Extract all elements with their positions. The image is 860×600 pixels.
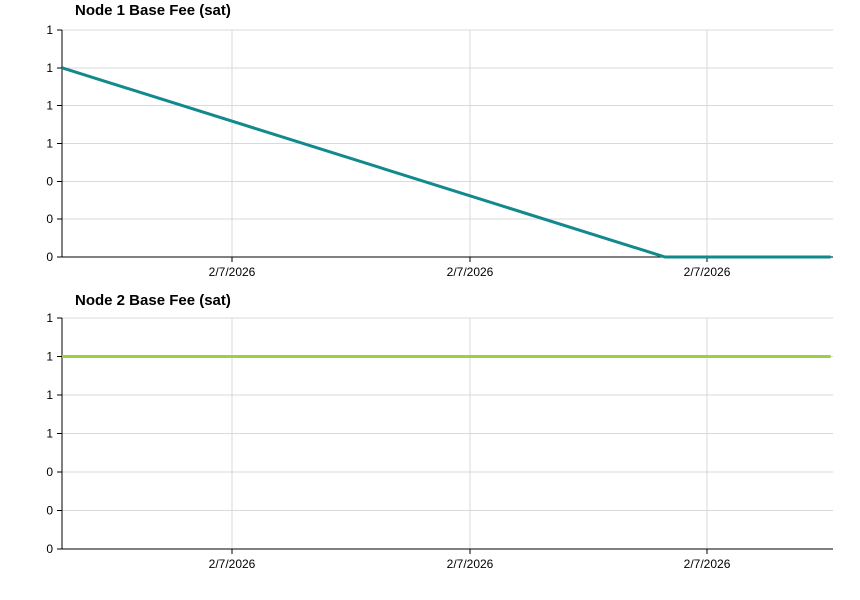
svg-text:1: 1 xyxy=(46,61,53,75)
node1-line-plot: 1 1 1 1 0 0 0 2/7/2026 2/7/2026 2/7/2026 xyxy=(46,23,833,279)
svg-text:0: 0 xyxy=(46,542,53,556)
svg-text:0: 0 xyxy=(46,504,53,518)
svg-text:1: 1 xyxy=(46,311,53,325)
chart-node2-base-fee: 1 1 1 1 0 0 0 2/7/2026 2/7/2026 2/7/2026 Node 2 B… xyxy=(0,288,860,600)
chart-node1-base-fee: 1 1 1 1 0 0 0 2/7/2026 2/7/2026 2/7/2026 Node 1 B… xyxy=(0,0,860,290)
svg-text:2/7/2026: 2/7/2026 xyxy=(447,557,494,571)
svg-text:1: 1 xyxy=(46,350,53,364)
node2-line-plot: 1 1 1 1 0 0 0 2/7/2026 2/7/2026 2/7/2026 xyxy=(46,311,833,571)
svg-text:2/7/2026: 2/7/2026 xyxy=(209,557,256,571)
svg-text:0: 0 xyxy=(46,174,53,188)
svg-text:1: 1 xyxy=(46,99,53,113)
svg-text:2/7/2026: 2/7/2026 xyxy=(684,557,731,571)
svg-text:1: 1 xyxy=(46,23,53,37)
svg-text:1: 1 xyxy=(46,137,53,151)
svg-text:0: 0 xyxy=(46,212,53,226)
chart-title-node1: Node 1 Base Fee (sat) xyxy=(75,2,231,19)
svg-text:2/7/2026: 2/7/2026 xyxy=(209,265,256,279)
svg-text:1: 1 xyxy=(46,427,53,441)
svg-text:2/7/2026: 2/7/2026 xyxy=(447,265,494,279)
svg-text:0: 0 xyxy=(46,465,53,479)
chart-title-node2: Node 2 Base Fee (sat) xyxy=(75,292,231,309)
svg-text:1: 1 xyxy=(46,388,53,402)
svg-text:0: 0 xyxy=(46,250,53,264)
svg-text:2/7/2026: 2/7/2026 xyxy=(684,265,731,279)
